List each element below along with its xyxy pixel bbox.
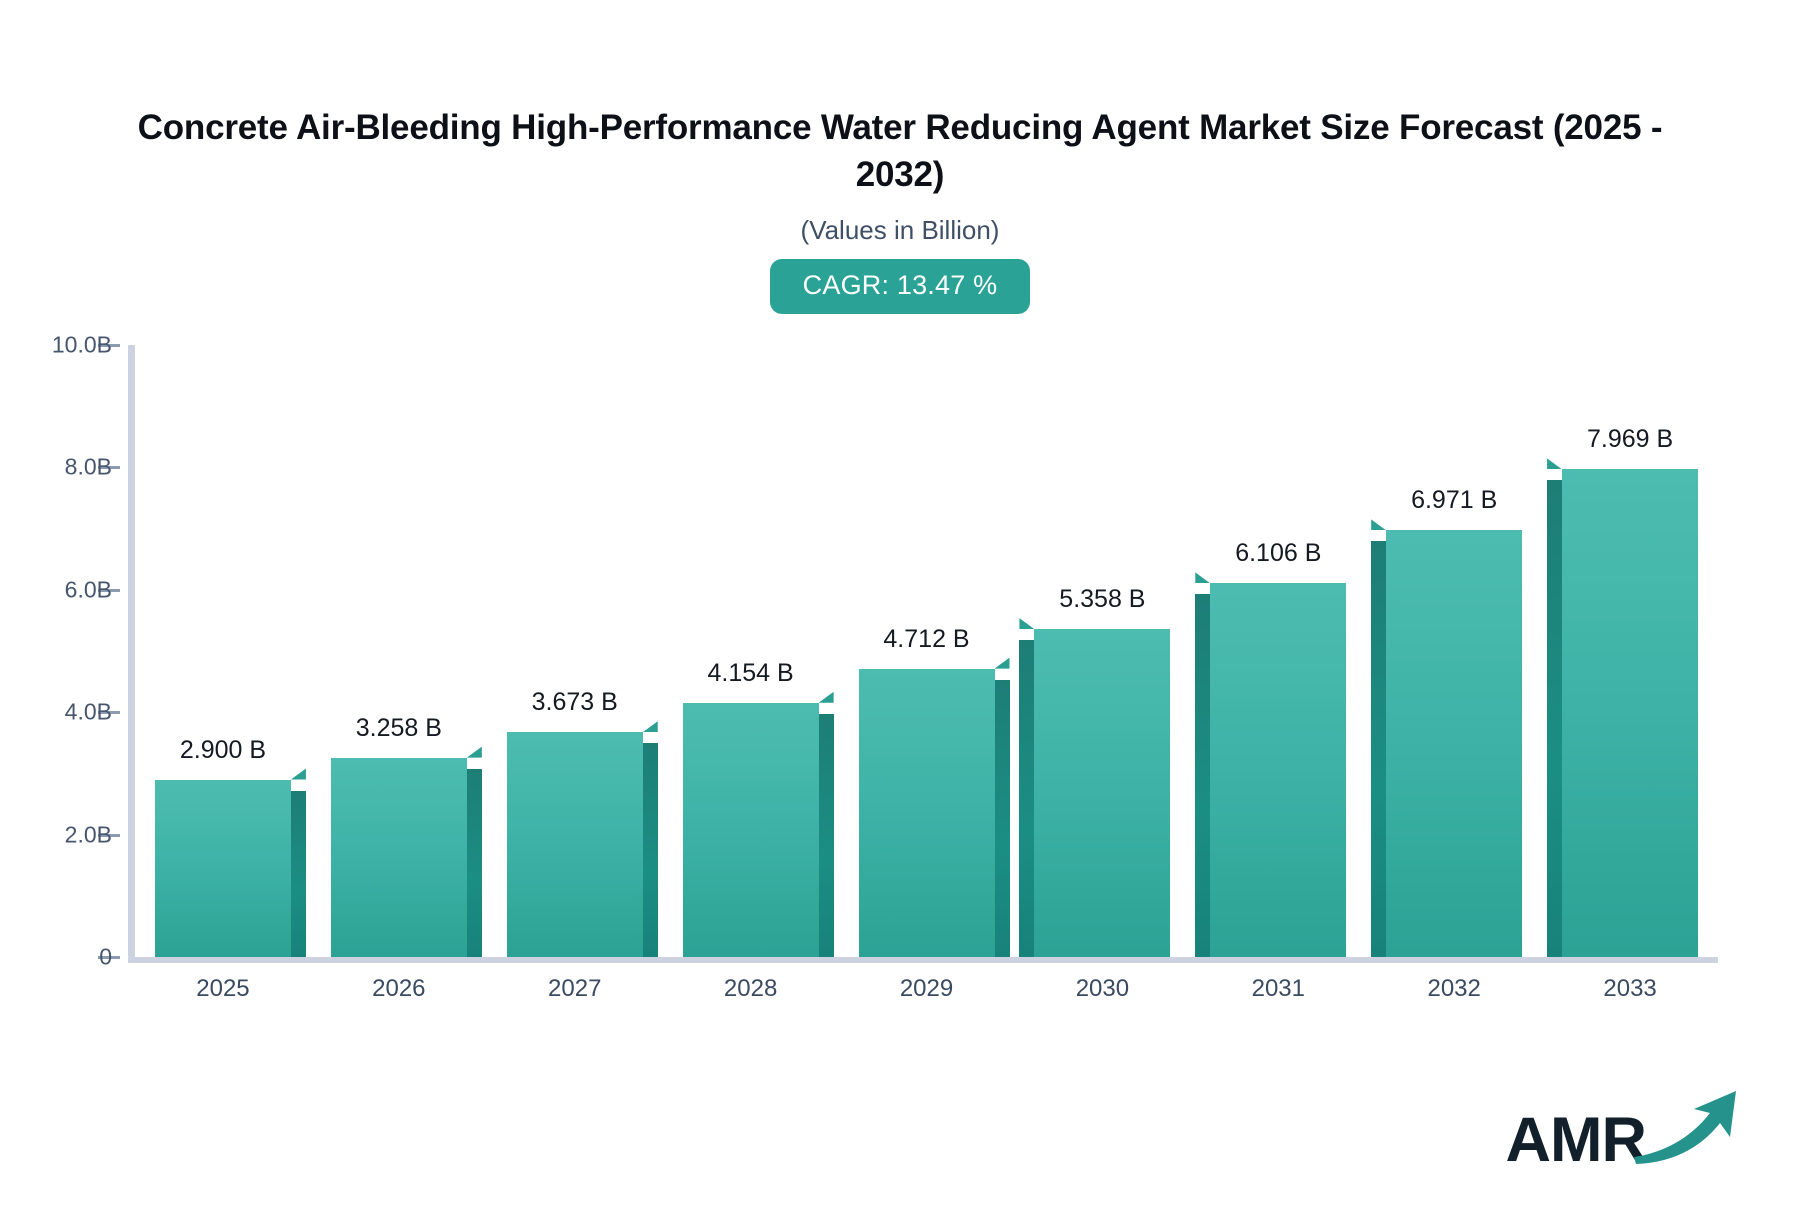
y-axis-tick-label: 6.0B bbox=[64, 576, 112, 603]
y-axis-tick-label: 4.0B bbox=[64, 698, 112, 725]
bar-value-label: 3.258 B bbox=[355, 713, 442, 742]
bar-value-label: 6.971 B bbox=[1411, 486, 1498, 515]
bar-side-face bbox=[642, 743, 658, 957]
bar-value-label: 4.712 B bbox=[883, 624, 970, 653]
y-axis-tick bbox=[98, 466, 120, 470]
bar-front-face bbox=[330, 757, 467, 957]
y-axis-tick bbox=[98, 344, 120, 347]
y-axis-spine bbox=[128, 345, 135, 957]
bar-front-face bbox=[1034, 629, 1171, 957]
x-axis-labels: 2025 2026 2027 2028 2029 2030 2031 2032 2033 bbox=[135, 975, 1718, 1003]
bar-front-face bbox=[1386, 530, 1523, 957]
bar-2027[interactable]: 3.673 B bbox=[506, 688, 658, 957]
x-axis-baseline bbox=[128, 957, 1718, 963]
bar-2025[interactable]: 2.900 B bbox=[154, 736, 306, 957]
x-axis-label-2033: 2033 bbox=[1603, 975, 1657, 1002]
bar-value-label: 7.969 B bbox=[1586, 425, 1674, 454]
bar-slot: 4.154 B bbox=[663, 345, 839, 957]
bar-value-label: 6.106 B bbox=[1235, 539, 1322, 568]
bar-value-label: 2.900 B bbox=[179, 735, 267, 764]
bar-front-face bbox=[154, 779, 291, 957]
bar-series: 2.900 B 3.258 B 3.673 B 4.154 B 4.712 B 5.358… bbox=[135, 345, 1718, 957]
x-axis-label-2028: 2028 bbox=[723, 975, 778, 1002]
plot-area: 0 2.0B 4.0B 6.0B 8.0B 10.0B 2.900 B 3.258 B 3.6… bbox=[52, 332, 1718, 970]
bar-top-face bbox=[1371, 519, 1387, 531]
bar-side-face bbox=[1195, 594, 1211, 957]
y-axis-tick bbox=[98, 956, 120, 959]
bar-slot: 6.106 B bbox=[1190, 345, 1366, 957]
bar-2029[interactable]: 4.712 B bbox=[858, 625, 1010, 957]
y-axis-tick-label: 10.0B bbox=[51, 331, 112, 358]
y-axis-tick bbox=[98, 588, 120, 592]
bar-side-face bbox=[466, 768, 482, 957]
bar-side-face bbox=[818, 713, 834, 957]
x-axis-label-2030: 2030 bbox=[1075, 975, 1130, 1002]
bar-top-face bbox=[642, 721, 658, 733]
logo-wordmark: AMR bbox=[1505, 1105, 1647, 1175]
x-axis-label-2027: 2027 bbox=[548, 975, 602, 1002]
bar-front-face bbox=[682, 702, 819, 957]
x-axis-label-2025: 2025 bbox=[196, 975, 250, 1002]
bar-front-face bbox=[506, 732, 643, 957]
bar-top-face bbox=[1547, 458, 1563, 470]
x-axis-label-2031: 2031 bbox=[1251, 975, 1305, 1002]
x-axis-label-2026: 2026 bbox=[372, 975, 426, 1002]
bar-side-face bbox=[1547, 480, 1563, 957]
bar-side-face bbox=[1371, 541, 1387, 957]
page-title: Concrete Air-Bleeding High-Performance W… bbox=[137, 108, 1663, 195]
bar-slot: 4.712 B bbox=[839, 345, 1015, 957]
cagr-badge-wrap: CAGR: 13.47 % bbox=[0, 258, 1800, 315]
bar-value-label: 4.154 B bbox=[707, 658, 794, 687]
bar-top-face bbox=[1195, 572, 1211, 584]
bar-front-face bbox=[858, 668, 995, 957]
y-axis-tick bbox=[98, 833, 120, 837]
bar-slot: 5.358 B bbox=[1014, 345, 1190, 957]
bar-top-face bbox=[994, 657, 1010, 669]
bar-side-face bbox=[994, 679, 1010, 957]
bar-slot: 2.900 B bbox=[135, 345, 311, 957]
bar-side-face bbox=[1019, 640, 1035, 957]
y-axis-tick-label: 2.0B bbox=[64, 821, 112, 848]
bar-slot: 3.258 B bbox=[311, 345, 487, 957]
bar-top-face bbox=[290, 768, 306, 780]
bar-side-face bbox=[290, 790, 306, 957]
y-axis-tick-label: 8.0B bbox=[64, 453, 112, 480]
bar-2031[interactable]: 6.106 B bbox=[1195, 539, 1347, 957]
chart-subtitle: (Values in Billion) bbox=[800, 214, 1000, 245]
title-block: Concrete Air-Bleeding High-Performance W… bbox=[0, 104, 1800, 315]
bar-2030[interactable]: 5.358 B bbox=[1019, 585, 1171, 957]
bar-front-face bbox=[1562, 469, 1699, 957]
bar-slot: 3.673 B bbox=[487, 345, 663, 957]
bar-2032[interactable]: 6.971 B bbox=[1371, 486, 1523, 957]
bar-2026[interactable]: 3.258 B bbox=[330, 714, 482, 957]
x-axis-label-2032: 2032 bbox=[1427, 975, 1481, 1002]
bar-top-face bbox=[466, 746, 482, 758]
bar-slot: 7.969 B bbox=[1542, 345, 1718, 957]
x-axis-label-2029: 2029 bbox=[899, 975, 954, 1002]
bar-slot: 6.971 B bbox=[1366, 345, 1542, 957]
bar-value-label: 3.673 B bbox=[531, 688, 618, 717]
amr-logo: AMR bbox=[1506, 1087, 1744, 1172]
bar-top-face bbox=[818, 691, 834, 703]
bar-front-face bbox=[1210, 583, 1347, 957]
bar-2028[interactable]: 4.154 B bbox=[682, 659, 834, 957]
bar-value-label: 5.358 B bbox=[1059, 585, 1146, 614]
y-axis-tick bbox=[98, 711, 120, 715]
bar-2033[interactable]: 7.969 B bbox=[1547, 425, 1699, 957]
growth-arrow-icon bbox=[1632, 1087, 1744, 1170]
status-badge: CAGR: 13.47 % bbox=[769, 258, 1031, 315]
y-axis-tick-label: 0 bbox=[99, 943, 112, 970]
bar-top-face bbox=[1019, 618, 1035, 630]
